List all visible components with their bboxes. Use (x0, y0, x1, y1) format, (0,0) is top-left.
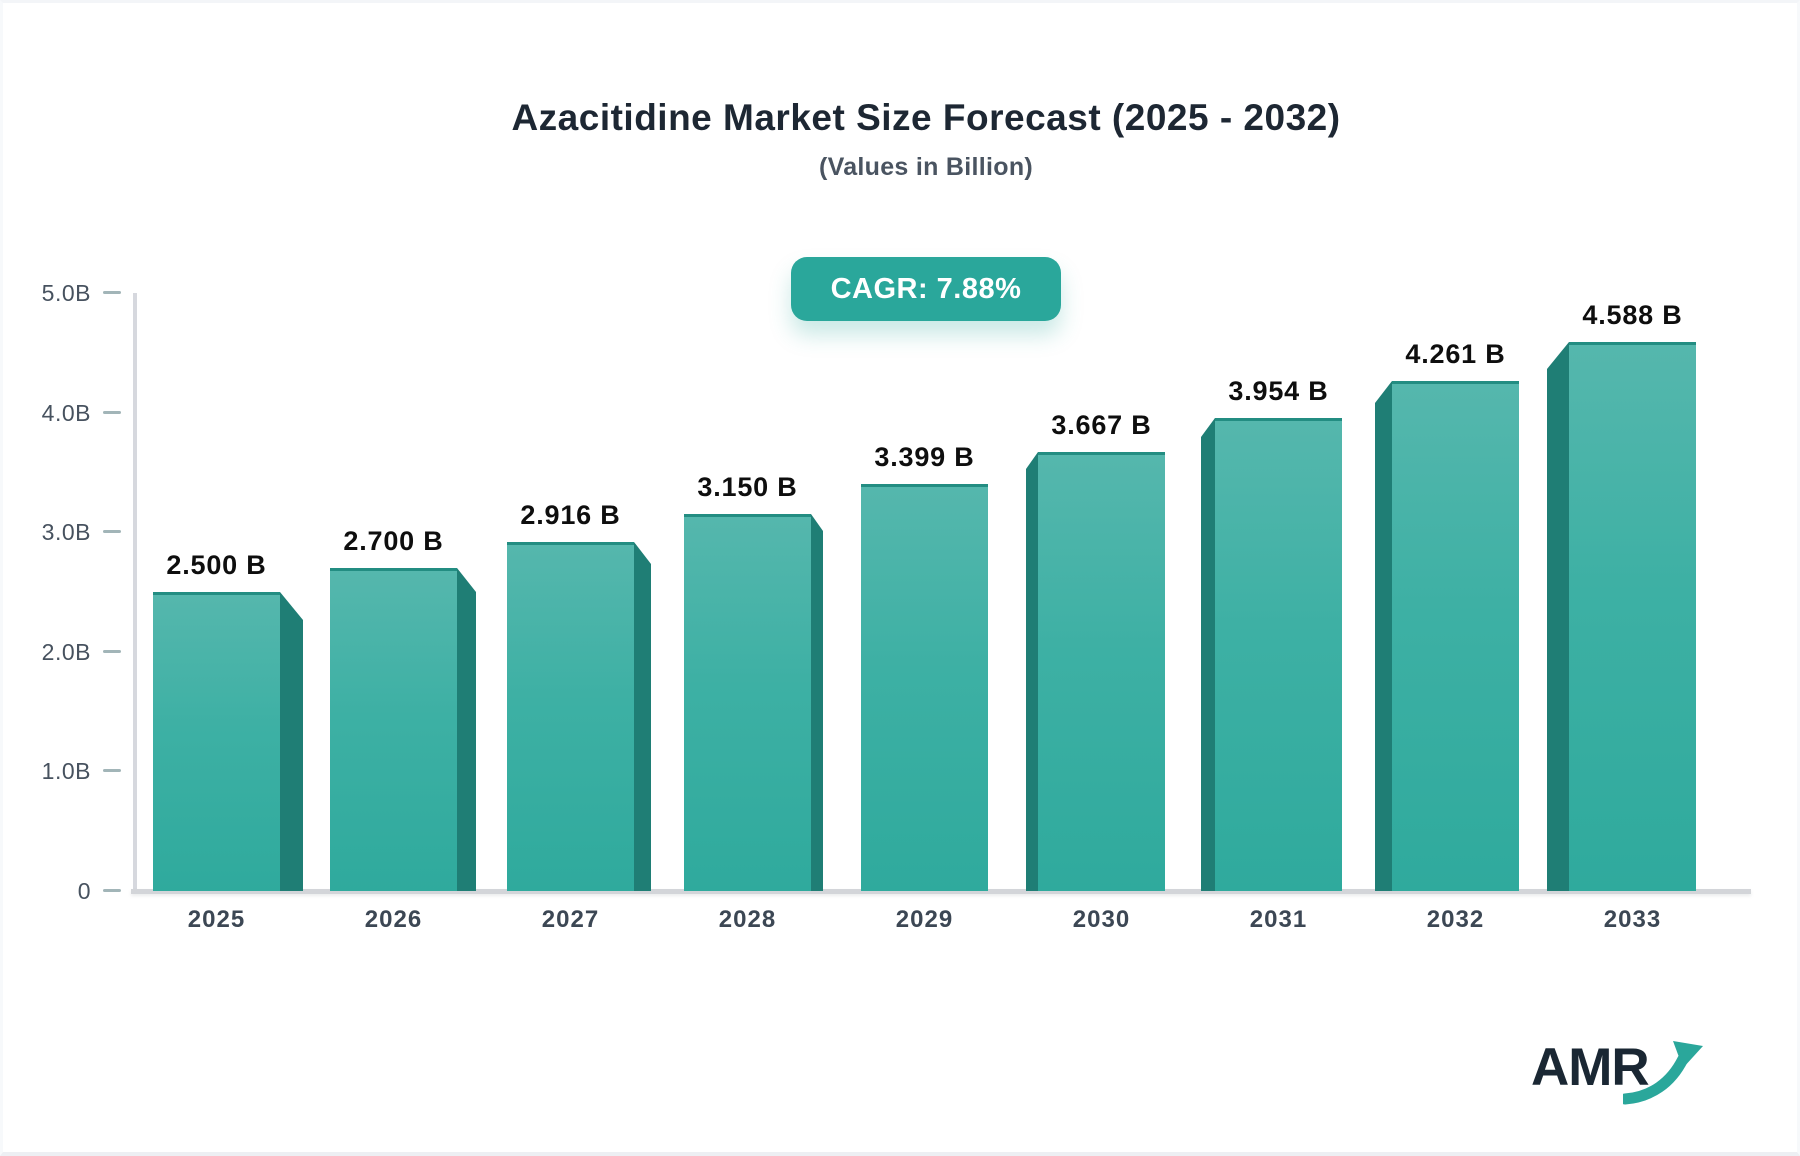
x-axis-label: 2029 (895, 906, 954, 933)
bar-2029 (861, 484, 988, 891)
bar-2032 (1375, 381, 1519, 891)
y-axis-label: 4.0B (41, 399, 91, 426)
chart-subtitle: (Values in Billion) (818, 153, 1034, 181)
bar-2031 (1201, 418, 1342, 891)
bar-2027 (507, 542, 651, 891)
bar-2033 (1547, 342, 1696, 891)
x-axis-label: 2033 (1603, 906, 1662, 933)
x-axis-label: 2025 (187, 906, 246, 933)
y-axis-tick (103, 530, 121, 534)
bar-value-label: 3.667 B (1051, 410, 1152, 440)
y-axis-label: 2.0B (41, 638, 91, 665)
x-axis-label: 2031 (1249, 906, 1308, 933)
growth-arrow-icon (1623, 1041, 1703, 1105)
bar-side-shadow (1201, 418, 1215, 891)
x-axis-label: 2027 (541, 906, 600, 933)
y-axis-line (133, 293, 137, 891)
bar-2025 (153, 592, 303, 891)
bar-side-shadow (1375, 381, 1392, 891)
x-axis-label: 2026 (364, 906, 423, 933)
y-axis-label: 3.0B (41, 519, 91, 546)
bar-value-label: 3.954 B (1228, 376, 1329, 406)
bar-value-label: 4.588 B (1582, 300, 1683, 330)
bar-2028 (684, 514, 823, 891)
bar-value-label: 4.261 B (1405, 339, 1506, 369)
y-axis-tick (103, 889, 121, 892)
bar-side-shadow (1547, 342, 1569, 891)
bar-face (330, 568, 457, 891)
x-axis-label: 2028 (718, 906, 777, 933)
bar-side-shadow (457, 568, 476, 891)
bar-face (684, 514, 811, 891)
y-axis-tick (103, 649, 121, 653)
bar-value-label: 2.500 B (166, 550, 267, 580)
y-axis-label: 5.0B (41, 280, 91, 306)
cagr-badge: CAGR: 7.88% (791, 257, 1061, 321)
y-axis-label: 0 (77, 878, 91, 904)
bar-value-label: 2.916 B (520, 500, 621, 530)
bar-value-label: 3.150 B (697, 472, 798, 502)
y-axis-tick (103, 291, 121, 294)
bar-2030 (1026, 452, 1165, 891)
bar-side-shadow (634, 542, 651, 891)
bar-value-label: 2.700 B (343, 526, 444, 556)
x-axis-line (131, 889, 1751, 894)
y-axis-tick (103, 410, 121, 414)
chart-title: Azacitidine Market Size Forecast (2025 -… (511, 97, 1341, 138)
y-axis-label: 1.0B (41, 758, 91, 785)
amr-logo: AMR (1531, 1037, 1721, 1113)
x-axis-label: 2032 (1426, 906, 1485, 933)
bar-face (1392, 381, 1519, 891)
bar-side-shadow (280, 592, 303, 891)
bar-face (1569, 342, 1696, 891)
amr-logo-text: AMR (1531, 1038, 1650, 1097)
bar-face (153, 592, 280, 891)
bar-face (1215, 418, 1342, 891)
bar-side-shadow (1026, 452, 1038, 891)
bar-face (861, 484, 988, 891)
bar-value-label: 3.399 B (874, 442, 975, 472)
y-axis-tick (103, 769, 121, 773)
bar-2026 (330, 568, 476, 891)
bar-face (1038, 452, 1165, 891)
bar-side-shadow (811, 514, 823, 891)
x-axis-label: 2030 (1072, 906, 1131, 933)
bar-face (507, 542, 634, 891)
